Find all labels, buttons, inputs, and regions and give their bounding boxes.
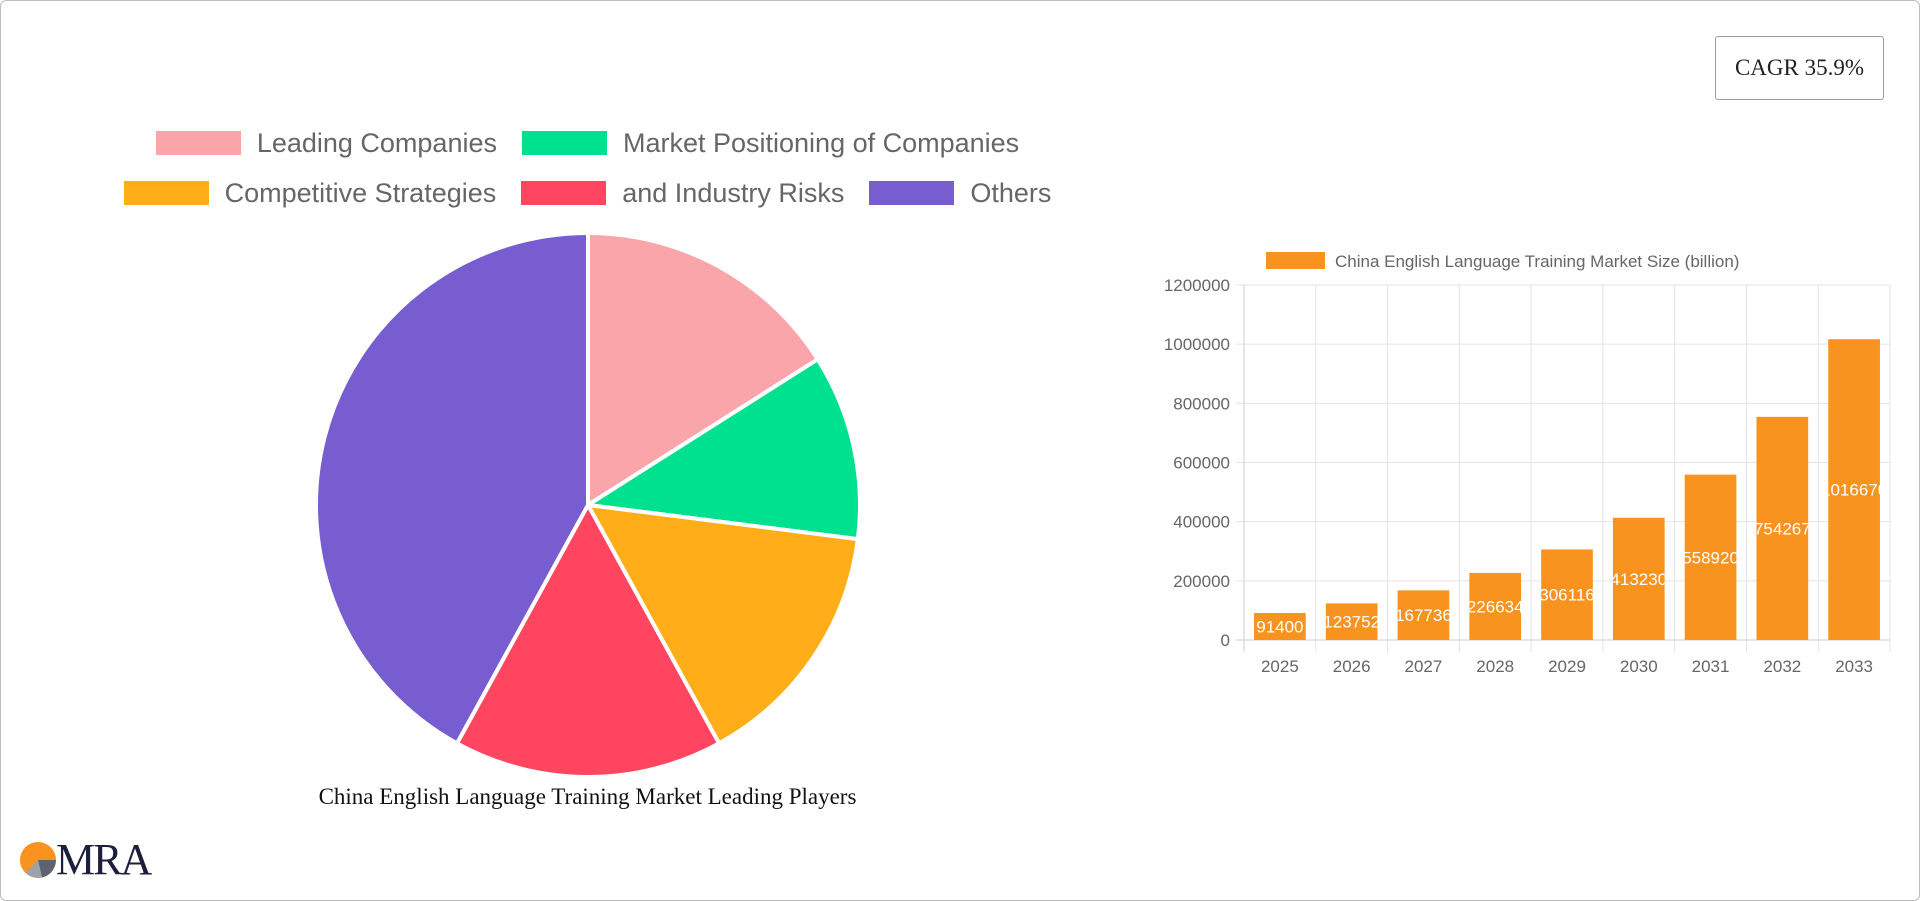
bar-data-label: 226634 bbox=[1467, 597, 1524, 616]
legend-swatch bbox=[155, 131, 241, 155]
y-tick-label: 1200000 bbox=[1164, 276, 1230, 295]
bar-2026[interactable] bbox=[1325, 603, 1378, 640]
legend-item-industry-risks[interactable]: and Industry Risks bbox=[521, 178, 844, 209]
pie-slice-others[interactable] bbox=[314, 231, 590, 746]
bar-chart: China English Language Training Market S… bbox=[1164, 252, 1891, 676]
bar-legend[interactable]: China English Language Training Market S… bbox=[1266, 252, 1739, 271]
x-tick-label: 2027 bbox=[1405, 657, 1443, 676]
bar-2030[interactable] bbox=[1612, 517, 1665, 640]
pie-slice-market-positioning-of-companies[interactable] bbox=[586, 357, 860, 542]
pie-slice-competitive-strategies[interactable] bbox=[586, 503, 860, 746]
legend-item-leading-companies[interactable]: Leading Companies bbox=[155, 127, 497, 159]
x-tick-label: 2025 bbox=[1261, 657, 1299, 676]
x-tick-label: 2032 bbox=[1763, 657, 1801, 676]
legend-item-competitive-strategies[interactable]: Competitive Strategies bbox=[123, 177, 497, 209]
legend-label: Competitive Strategies bbox=[224, 177, 497, 208]
bar-2027[interactable] bbox=[1397, 590, 1450, 640]
x-tick-label: 2031 bbox=[1692, 657, 1730, 676]
y-tick-label: 200000 bbox=[1173, 572, 1230, 591]
bar-data-label: 91400 bbox=[1256, 617, 1303, 636]
bar-data-label: 306116 bbox=[1539, 586, 1594, 605]
pie-chart-title: China English Language Training Market L… bbox=[318, 784, 857, 809]
x-tick-label: 2029 bbox=[1548, 657, 1586, 676]
pie-slice-and-industry-risks[interactable] bbox=[454, 503, 722, 780]
legend-item-market-positioning[interactable]: Market Positioning of Companies bbox=[521, 127, 1020, 159]
pie-legend-row-1: Leading Companies Market Positioning of … bbox=[0, 118, 1175, 168]
x-tick-label: 2030 bbox=[1620, 657, 1658, 676]
legend-label: and Industry Risks bbox=[622, 177, 845, 208]
y-tick-label: 600000 bbox=[1173, 454, 1230, 473]
legend-label: Leading Companies bbox=[256, 127, 497, 158]
logo-mark-icon bbox=[20, 842, 56, 878]
legend-item-others[interactable]: Others bbox=[869, 178, 1051, 209]
y-tick-label: 800000 bbox=[1173, 394, 1230, 413]
bar-2032[interactable] bbox=[1756, 416, 1809, 640]
pie-legend: Leading Companies Market Positioning of … bbox=[0, 118, 1175, 218]
bar-2025[interactable] bbox=[1254, 612, 1306, 640]
pie-legend-row-2: Competitive Strategies and Industry Risk… bbox=[0, 168, 1175, 218]
pie-chart bbox=[314, 231, 860, 780]
x-tick-label: 2026 bbox=[1333, 657, 1371, 676]
mra-logo: MRA bbox=[18, 835, 152, 884]
legend-swatch bbox=[123, 181, 209, 205]
bar-data-label: 754267 bbox=[1754, 519, 1811, 538]
x-tick-label: 2033 bbox=[1835, 657, 1873, 676]
bar-2031[interactable] bbox=[1684, 474, 1737, 640]
legend-label: Market Positioning of Companies bbox=[622, 127, 1020, 158]
bar-data-label: 413230 bbox=[1610, 570, 1667, 589]
legend-label: Others bbox=[970, 177, 1052, 208]
cagr-badge: CAGR 35.9% bbox=[1715, 36, 1884, 100]
x-tick-label: 2028 bbox=[1476, 657, 1514, 676]
bar-data-label: 167736 bbox=[1395, 606, 1452, 625]
pie-slice-leading-companies[interactable] bbox=[586, 231, 820, 507]
legend-swatch bbox=[521, 131, 607, 155]
bar-data-label: 123752 bbox=[1323, 613, 1380, 632]
y-tick-label: 1000000 bbox=[1164, 335, 1230, 354]
legend-swatch bbox=[521, 181, 607, 205]
bar-2033[interactable] bbox=[1828, 339, 1880, 640]
bar-legend-label: China English Language Training Market S… bbox=[1335, 252, 1739, 271]
bar-legend-swatch bbox=[1266, 252, 1325, 269]
legend-swatch bbox=[869, 181, 955, 205]
y-tick-label: 0 bbox=[1221, 631, 1230, 650]
bar-2029[interactable] bbox=[1541, 549, 1593, 640]
bar-2028[interactable] bbox=[1469, 572, 1522, 640]
logo-text: MRA bbox=[56, 835, 152, 884]
bar-data-label: 558920 bbox=[1682, 548, 1739, 567]
y-tick-label: 400000 bbox=[1173, 513, 1230, 532]
bar-data-label: 1016670 bbox=[1821, 481, 1887, 500]
